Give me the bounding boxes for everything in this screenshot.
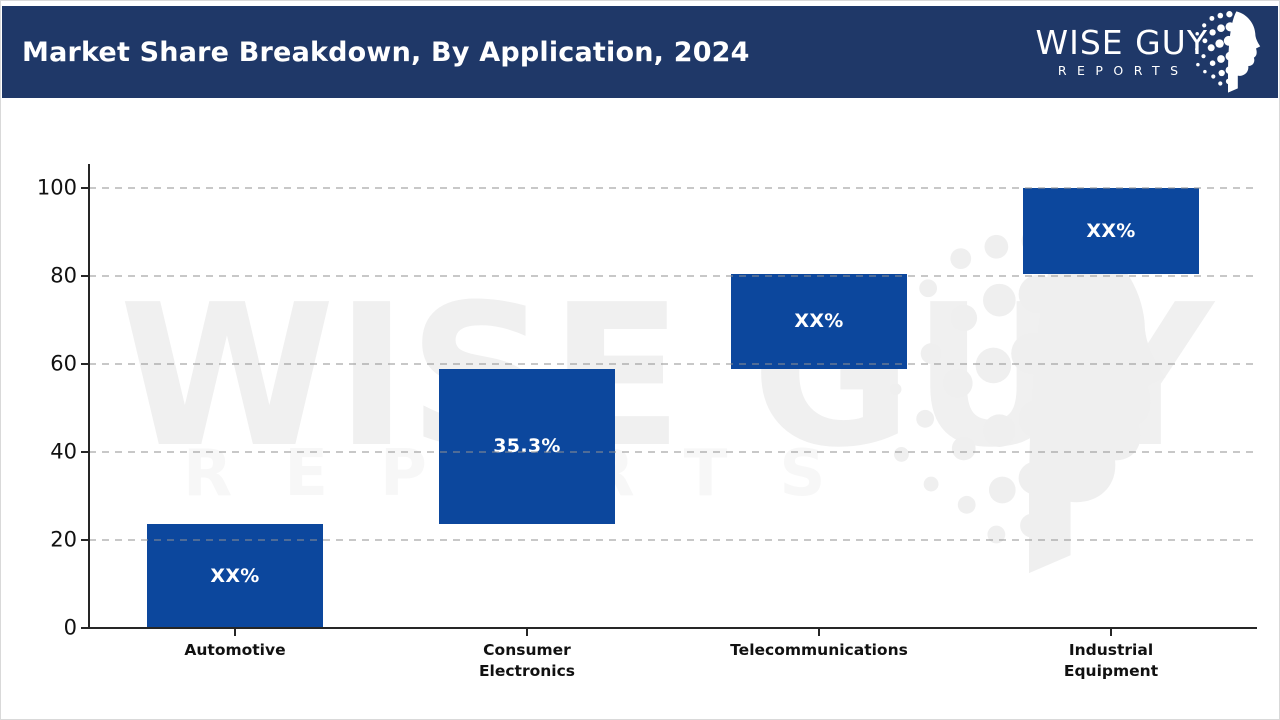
bar-value-label-industrial-equipment: XX% xyxy=(1086,219,1136,242)
gridline-100 xyxy=(89,187,1257,189)
y-tick-label-60: 60 xyxy=(50,351,77,376)
y-tick-mark-0 xyxy=(81,627,88,629)
gridline-40 xyxy=(89,451,1257,453)
bar-consumer-electronics: 35.3% xyxy=(439,368,615,525)
bar-telecommunications: XX% xyxy=(731,273,907,369)
y-tick-label-100: 100 xyxy=(36,175,77,200)
bar-value-label-automotive: XX% xyxy=(210,565,260,588)
y-axis-line xyxy=(88,164,90,629)
gridline-20 xyxy=(89,539,1257,541)
gridline-80 xyxy=(89,275,1257,277)
logo-head-dots-icon xyxy=(1195,11,1261,93)
y-tick-mark-60 xyxy=(81,363,88,365)
logo-name-text: WISE GUY xyxy=(1035,23,1208,62)
y-tick-mark-80 xyxy=(81,275,88,277)
x-tick-mark-consumer-electronics xyxy=(526,629,528,636)
x-axis-line xyxy=(88,627,1257,629)
page-title: Market Share Breakdown, By Application, … xyxy=(22,36,750,68)
brand-logo: WISE GUY REPORTS xyxy=(1035,10,1264,94)
x-tick-mark-telecommunications xyxy=(818,629,820,636)
bar-value-label-consumer-electronics: 35.3% xyxy=(493,435,561,458)
y-tick-label-40: 40 xyxy=(50,439,77,464)
logo-wordmark: WISE GUY REPORTS xyxy=(1035,26,1208,78)
bar-value-label-telecommunications: XX% xyxy=(794,310,844,333)
x-tick-label-telecommunications: Telecommunications xyxy=(730,641,908,659)
x-tick-label-industrial-equipment: Industrial Equipment xyxy=(1063,641,1159,680)
x-tick-mark-automotive xyxy=(234,629,236,636)
bar-automotive: XX% xyxy=(147,524,323,628)
x-tick-mark-industrial-equipment xyxy=(1110,629,1112,636)
bar-industrial-equipment: XX% xyxy=(1023,188,1199,274)
header-bar: Market Share Breakdown, By Application, … xyxy=(2,6,1278,98)
y-tick-mark-40 xyxy=(81,451,88,453)
y-tick-label-20: 20 xyxy=(50,527,77,552)
x-tick-label-consumer-electronics: Consumer Electronics xyxy=(478,641,576,680)
y-tick-label-0: 0 xyxy=(63,615,77,640)
y-tick-label-80: 80 xyxy=(50,263,77,288)
logo-reports-text: REPORTS xyxy=(1057,63,1189,78)
gridline-60 xyxy=(89,363,1257,365)
y-tick-mark-20 xyxy=(81,539,88,541)
y-tick-mark-100 xyxy=(81,187,88,189)
x-tick-label-automotive: Automotive xyxy=(184,641,286,659)
